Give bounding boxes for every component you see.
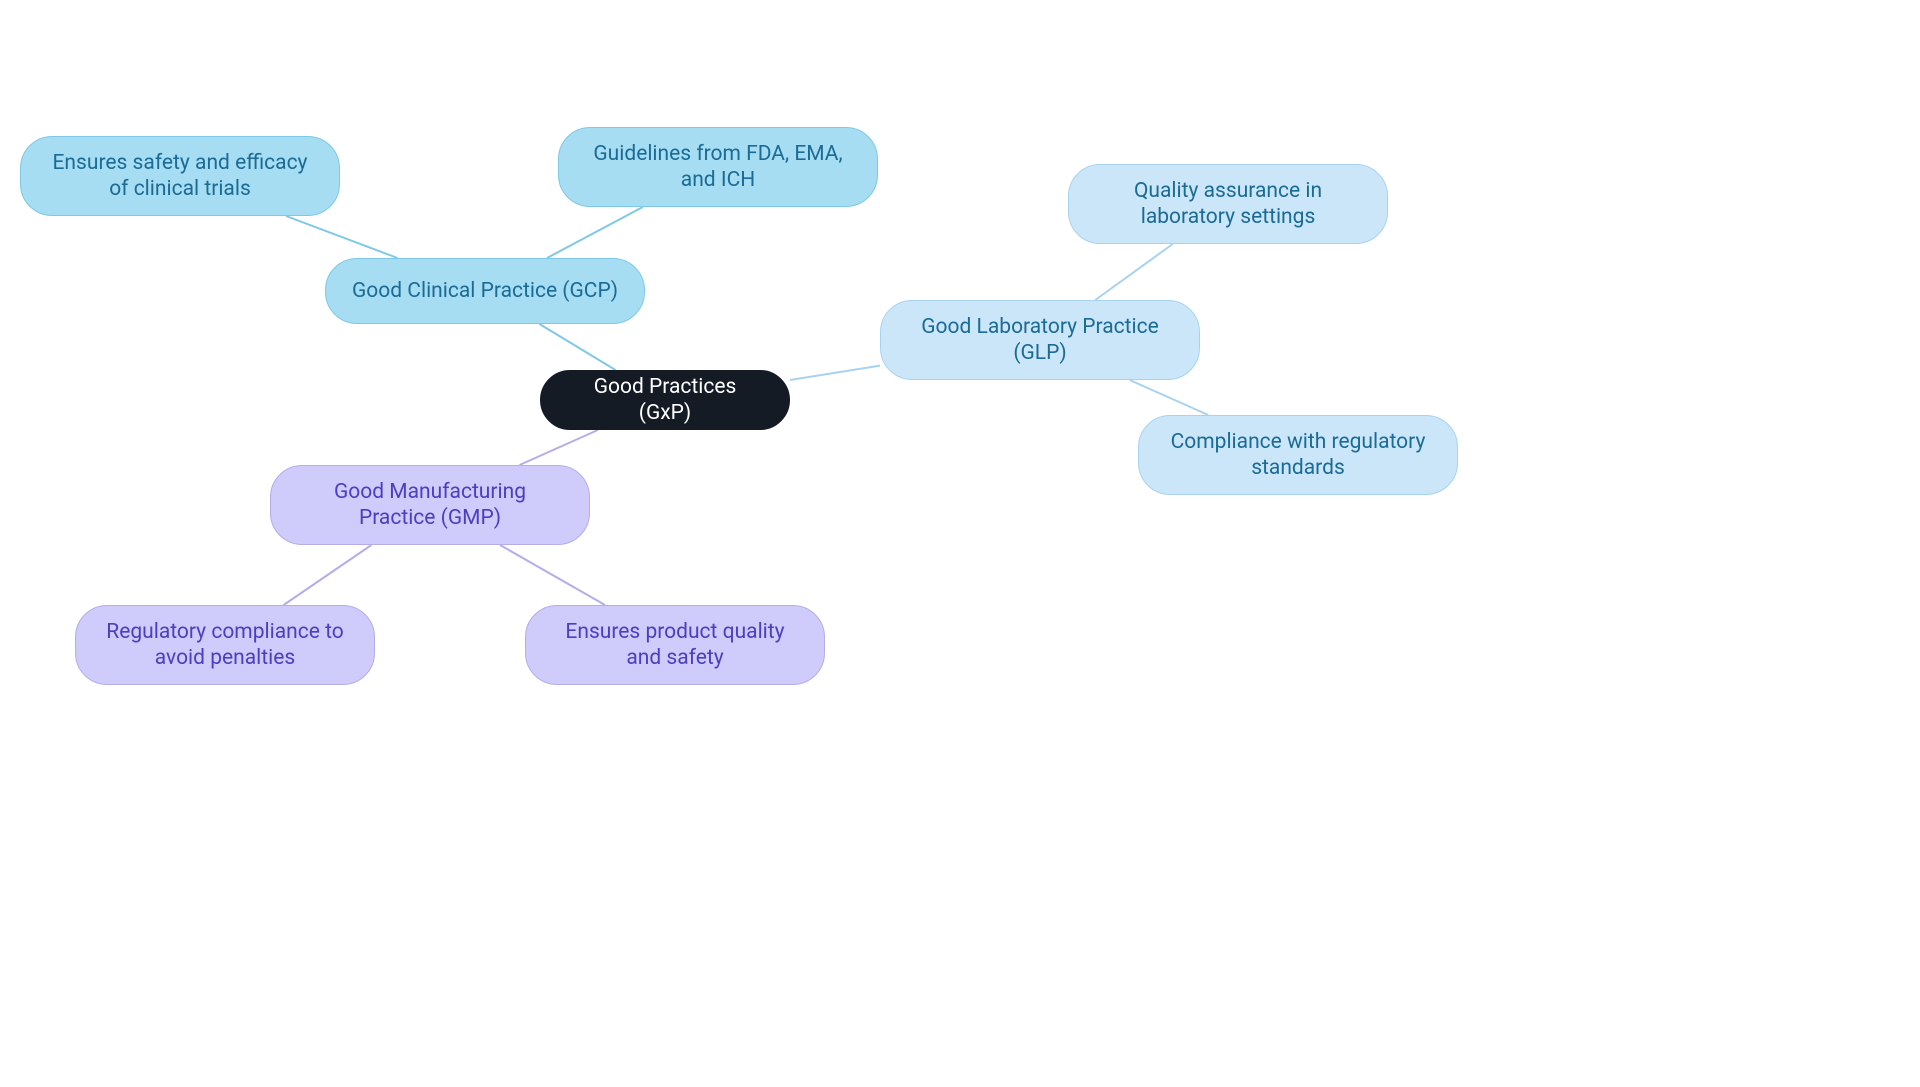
node-label: Compliance with regulatory standards bbox=[1163, 429, 1433, 482]
edge-gmp-gmp_1 bbox=[284, 545, 372, 605]
node-gcp: Good Clinical Practice (GCP) bbox=[325, 258, 645, 324]
node-gcp_1: Ensures safety and efficacy of clinical … bbox=[20, 136, 340, 216]
node-glp_2: Compliance with regulatory standards bbox=[1138, 415, 1458, 495]
node-glp_1: Quality assurance in laboratory settings bbox=[1068, 164, 1388, 244]
node-label: Ensures safety and efficacy of clinical … bbox=[45, 150, 315, 203]
mindmap-canvas: Good Practices (GxP) Good Clinical Practi… bbox=[0, 0, 1920, 1083]
node-label: Quality assurance in laboratory settings bbox=[1093, 178, 1363, 231]
node-glp: Good Laboratory Practice (GLP) bbox=[880, 300, 1200, 380]
node-gmp_2: Ensures product quality and safety bbox=[525, 605, 825, 685]
node-gmp_1: Regulatory compliance to avoid penalties bbox=[75, 605, 375, 685]
node-label: Good Clinical Practice (GCP) bbox=[352, 278, 618, 304]
edge-glp-glp_2 bbox=[1130, 380, 1209, 415]
node-label: Regulatory compliance to avoid penalties bbox=[100, 619, 350, 672]
node-gmp: Good Manufacturing Practice (GMP) bbox=[270, 465, 590, 545]
node-gcp_2: Guidelines from FDA, EMA, and ICH bbox=[558, 127, 878, 207]
node-label: Good Manufacturing Practice (GMP) bbox=[295, 479, 565, 532]
node-label: Ensures product quality and safety bbox=[550, 619, 800, 672]
node-label: Good Practices (GxP) bbox=[565, 374, 765, 427]
edge-root-gmp bbox=[520, 430, 598, 465]
node-root: Good Practices (GxP) bbox=[540, 370, 790, 430]
edge-gcp-gcp_2 bbox=[547, 207, 643, 258]
edge-root-glp bbox=[790, 366, 880, 380]
edge-root-gcp bbox=[539, 324, 615, 370]
edge-gmp-gmp_2 bbox=[500, 545, 605, 605]
node-label: Guidelines from FDA, EMA, and ICH bbox=[583, 141, 853, 194]
edge-gcp-gcp_1 bbox=[286, 216, 397, 258]
node-label: Good Laboratory Practice (GLP) bbox=[905, 314, 1175, 367]
edge-glp-glp_1 bbox=[1095, 244, 1172, 300]
